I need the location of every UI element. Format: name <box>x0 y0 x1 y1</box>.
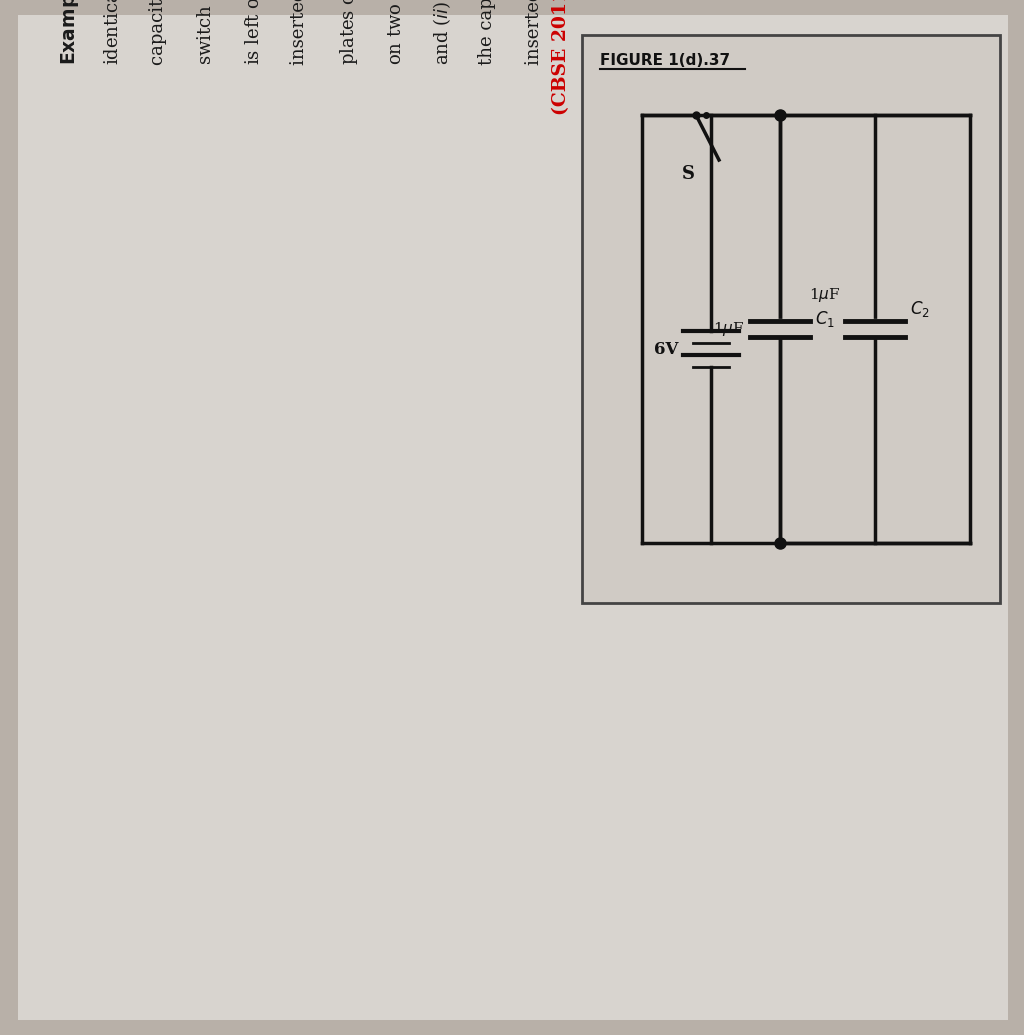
Text: switch $S$ is closed. After some time, the switch $S$: switch $S$ is closed. After some time, t… <box>196 0 216 65</box>
Text: inserted ?: inserted ? <box>525 0 543 65</box>
Text: 6V: 6V <box>653 341 678 357</box>
Text: on two capacitors. How will ($i$) the charge: on two capacitors. How will ($i$) the ch… <box>384 0 407 65</box>
Text: $C_1$: $C_1$ <box>815 309 835 329</box>
Text: the capacitors be affected after the slabs are: the capacitors be affected after the sla… <box>478 0 496 65</box>
Text: is left open and dielectric slabs of $K = 3$ are: is left open and dielectric slabs of $K … <box>243 0 265 65</box>
Text: 1$\mu$F: 1$\mu$F <box>714 320 744 338</box>
Bar <box>582 35 1000 603</box>
Text: capacitance connected to a battery of 6 V. Initially,: capacitance connected to a battery of 6 … <box>150 0 167 65</box>
Text: S: S <box>682 165 695 183</box>
Text: inserted to fill completely the space between the: inserted to fill completely the space be… <box>290 0 308 65</box>
Text: $\mathbf{Example\ \overline{38}\ Fig.\ 1(d).37,\ shows\ two}$: $\mathbf{Example\ \overline{38}\ Fig.\ 1… <box>55 0 82 65</box>
Text: $C_2$: $C_2$ <box>910 299 930 319</box>
Text: identical capacitors $C_1$ and $C_2$, each of 1 $\mu$F: identical capacitors $C_1$ and $C_2$, ea… <box>102 0 124 65</box>
Text: plates of two capacitors. How will ($i$) the charge: plates of two capacitors. How will ($i$)… <box>337 0 360 65</box>
Text: FIGURE 1(d).37: FIGURE 1(d).37 <box>600 53 730 68</box>
Text: and ($ii$) potential difference between the plates of: and ($ii$) potential difference between … <box>431 0 454 65</box>
Text: 1$\mu$F: 1$\mu$F <box>809 286 840 304</box>
Text: (CBSE 2011): (CBSE 2011) <box>552 0 570 115</box>
